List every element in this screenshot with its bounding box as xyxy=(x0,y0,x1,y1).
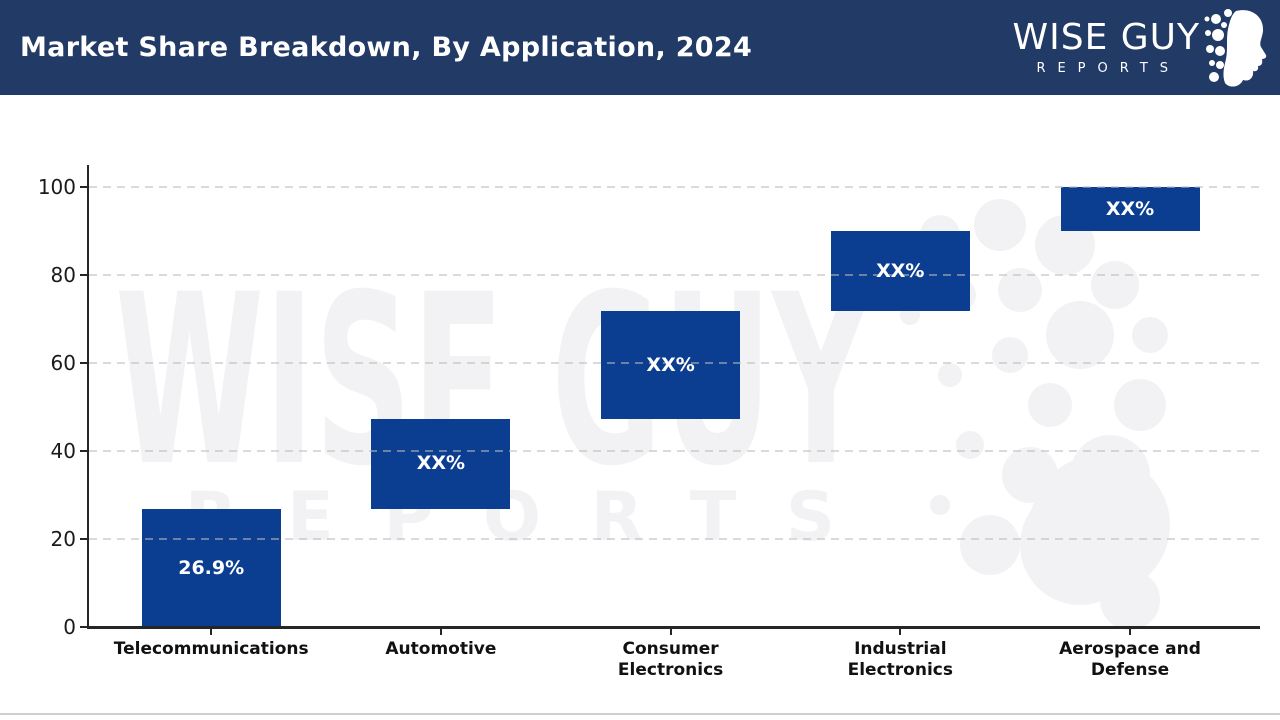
y-axis-tick-label: 0 xyxy=(63,615,76,639)
logo-wordmark: WISE GUY REPORTS xyxy=(1013,18,1201,78)
x-axis-spine xyxy=(87,626,1260,629)
bar-segment xyxy=(141,508,281,627)
bar-segment xyxy=(371,419,511,509)
x-axis-tick xyxy=(899,628,902,635)
logo-face-icon xyxy=(1204,9,1267,87)
page-title: Market Share Breakdown, By Application, … xyxy=(20,32,753,63)
x-axis-category-label: Industrial Electronics xyxy=(847,639,953,680)
x-axis-tick xyxy=(439,628,442,635)
y-axis-tick-label: 100 xyxy=(37,175,76,199)
y-axis-spine xyxy=(87,165,89,628)
y-axis-tick xyxy=(80,362,88,364)
x-axis-category-label: Aerospace and Defense xyxy=(1059,639,1201,680)
gridline xyxy=(89,538,1260,540)
x-axis-category-label: Consumer Electronics xyxy=(617,639,724,680)
y-axis-tick xyxy=(80,538,88,540)
bar-value-label: XX% xyxy=(1105,198,1155,220)
bar-segment xyxy=(601,311,741,420)
y-axis-tick xyxy=(80,186,88,188)
bar-value-label: 26.9% xyxy=(178,556,245,579)
y-axis-tick xyxy=(80,450,88,452)
bar-value-label: XX% xyxy=(416,452,466,475)
gridline xyxy=(89,186,1260,188)
y-axis-tick-label: 40 xyxy=(50,439,76,463)
y-axis-tick-label: 20 xyxy=(50,527,76,551)
bar-value-label: XX% xyxy=(646,354,695,377)
gridline xyxy=(89,274,1260,276)
gridline xyxy=(89,362,1260,364)
footer-divider xyxy=(0,713,1280,720)
y-axis-tick xyxy=(80,626,88,628)
x-axis-category-label: Telecommunications xyxy=(113,639,309,659)
brand-logo: WISE GUY REPORTS xyxy=(1013,4,1269,92)
logo-primary-text: WISE GUY xyxy=(1012,17,1200,58)
logo-secondary-text: REPORTS xyxy=(1036,61,1181,76)
x-axis-category-label: Automotive xyxy=(385,639,497,659)
gridline xyxy=(89,450,1260,452)
y-axis-tick xyxy=(80,274,88,276)
y-axis-tick-label: 80 xyxy=(50,263,76,287)
x-axis-tick xyxy=(669,628,672,635)
x-axis-tick xyxy=(1129,628,1131,635)
y-axis-tick-label: 60 xyxy=(50,351,76,375)
x-axis-tick xyxy=(210,628,213,635)
header-bar: Market Share Breakdown, By Application, … xyxy=(0,0,1280,95)
bar-value-label: XX% xyxy=(876,260,925,282)
